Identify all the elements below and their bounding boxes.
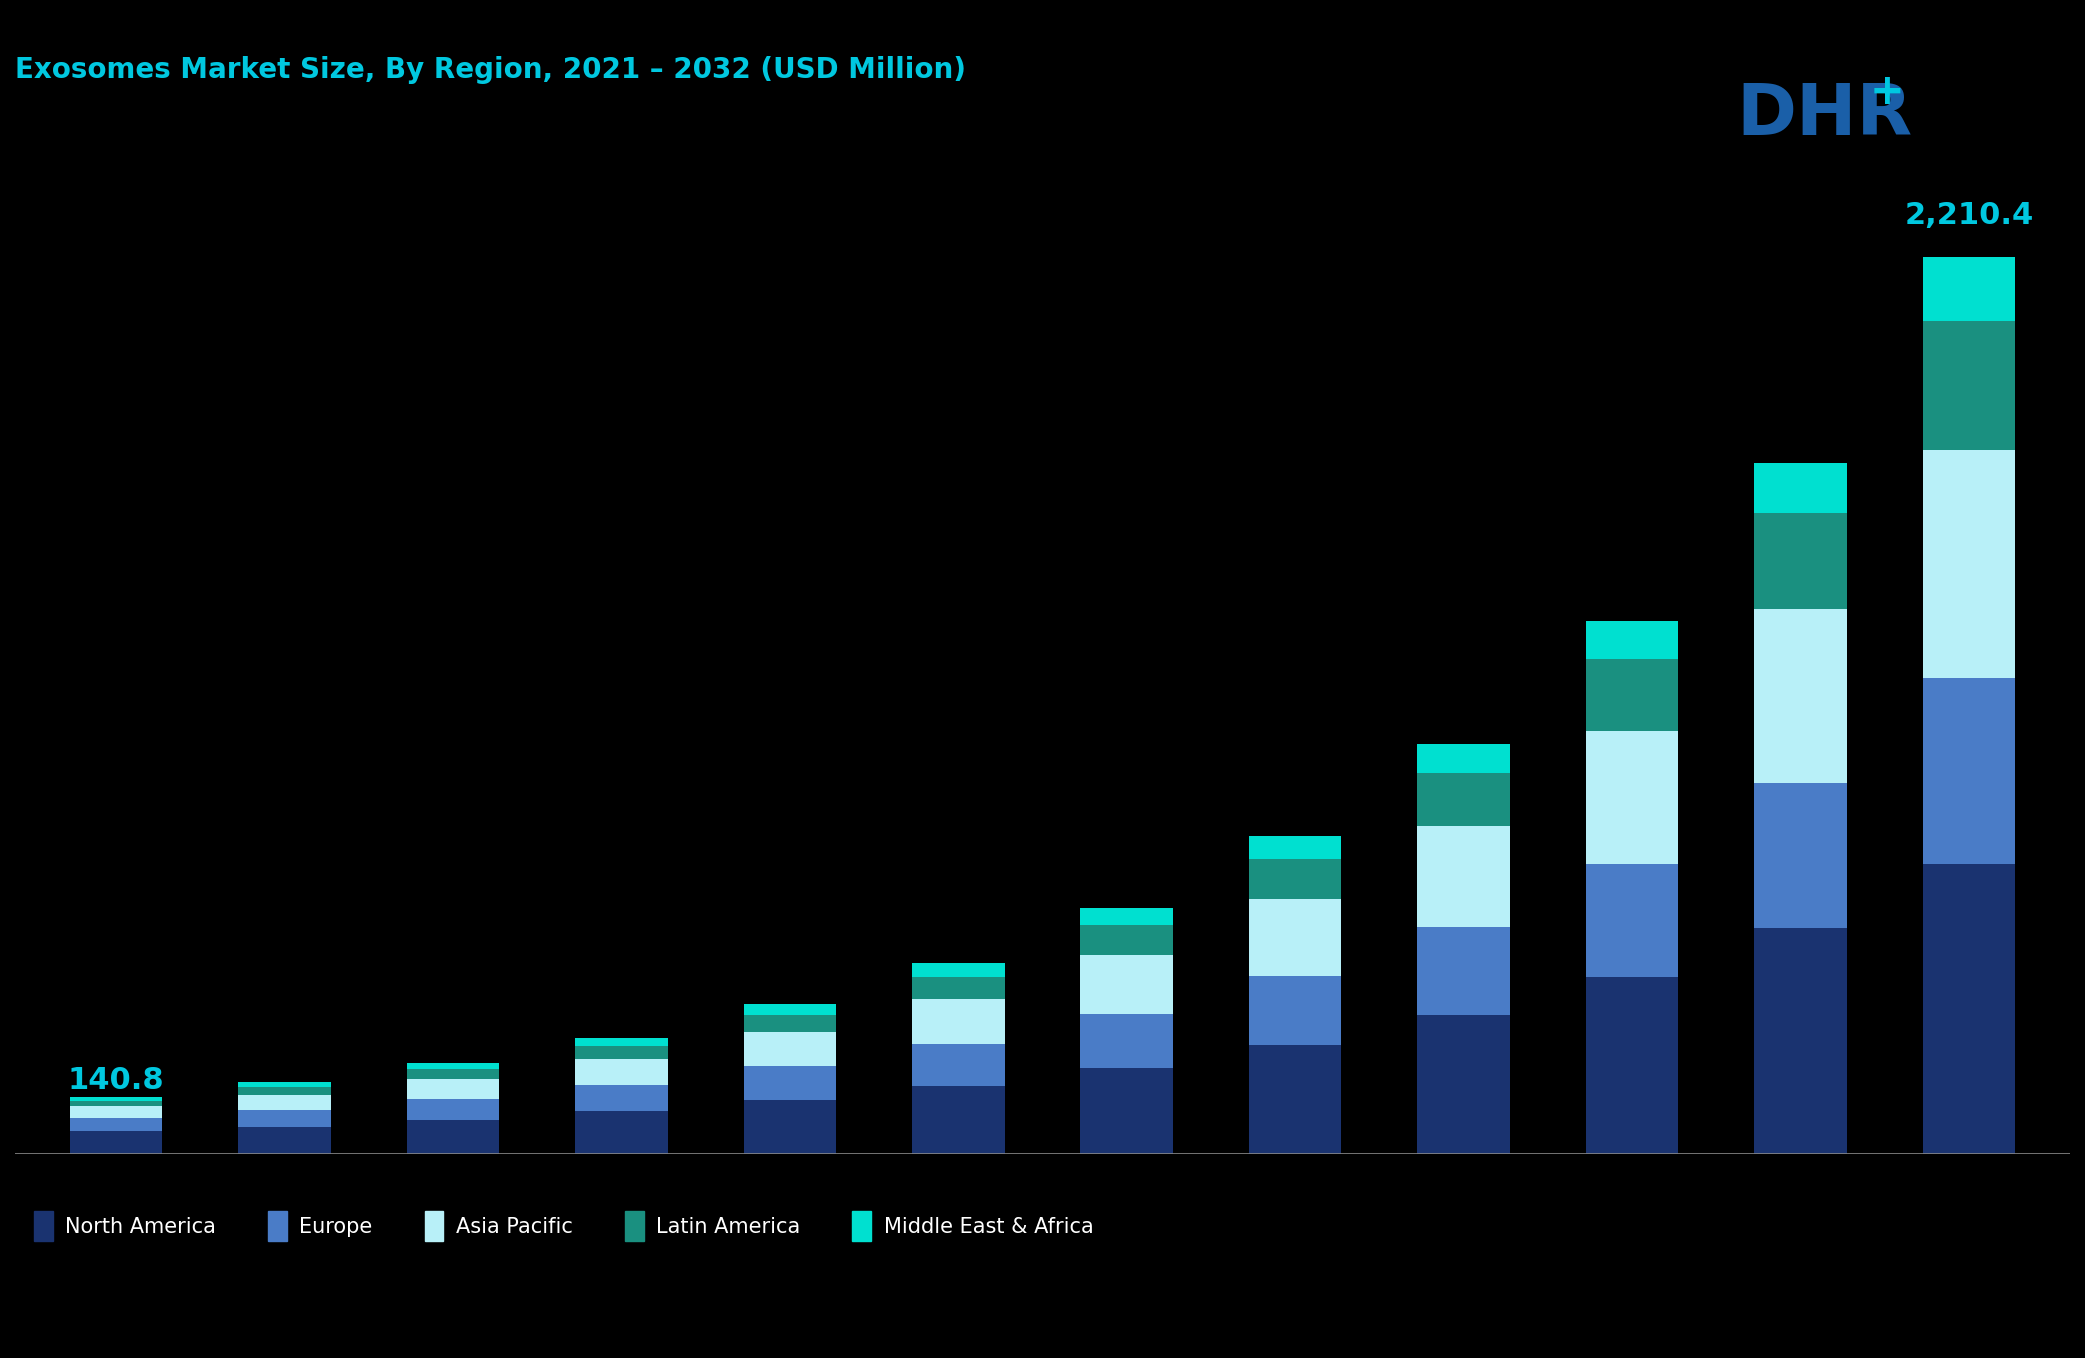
Bar <box>238 1095 332 1111</box>
Bar <box>407 1069 498 1078</box>
Bar <box>911 1044 1005 1086</box>
Bar <box>69 1097 163 1100</box>
Bar <box>1587 976 1678 1154</box>
Bar <box>744 1066 836 1100</box>
Bar <box>1922 449 2016 678</box>
Bar <box>1922 257 2016 322</box>
Bar <box>1587 731 1678 864</box>
Bar <box>744 1032 836 1066</box>
Bar <box>911 999 1005 1044</box>
Bar <box>69 1107 163 1119</box>
Text: 140.8: 140.8 <box>67 1066 165 1095</box>
Bar <box>1249 858 1341 899</box>
Bar <box>1080 925 1174 955</box>
Bar <box>1418 926 1510 1016</box>
Bar <box>1753 782 1847 929</box>
Text: Exosomes Market Size, By Region, 2021 – 2032 (USD Million): Exosomes Market Size, By Region, 2021 – … <box>15 56 965 84</box>
Bar <box>69 1119 163 1131</box>
Bar <box>744 1005 836 1014</box>
Bar <box>1249 975 1341 1044</box>
Bar <box>407 1099 498 1119</box>
Bar <box>1753 608 1847 782</box>
Bar <box>407 1119 498 1154</box>
Bar <box>575 1059 667 1085</box>
Bar <box>575 1046 667 1059</box>
Bar <box>1418 826 1510 926</box>
Bar <box>238 1111 332 1127</box>
Bar <box>1753 463 1847 513</box>
Bar <box>1587 660 1678 731</box>
Text: 2,210.4: 2,210.4 <box>1904 201 2033 230</box>
Bar <box>1587 622 1678 660</box>
Bar <box>1080 1014 1174 1067</box>
Bar <box>744 1014 836 1032</box>
Bar <box>1753 929 1847 1154</box>
Bar <box>1922 865 2016 1154</box>
Bar <box>911 1086 1005 1154</box>
Bar <box>1080 1067 1174 1154</box>
Bar <box>407 1078 498 1099</box>
Bar <box>575 1085 667 1111</box>
Bar <box>575 1038 667 1046</box>
Bar <box>1080 955 1174 1014</box>
Bar <box>407 1062 498 1069</box>
Bar <box>911 963 1005 976</box>
Bar <box>238 1086 332 1095</box>
Text: +: + <box>1870 72 1904 113</box>
Bar <box>744 1100 836 1154</box>
Text: DHR: DHR <box>1737 81 1912 149</box>
Bar <box>1418 744 1510 773</box>
Bar <box>1418 773 1510 826</box>
Bar <box>911 976 1005 999</box>
Bar <box>1753 513 1847 608</box>
Bar <box>1249 899 1341 975</box>
Bar <box>238 1082 332 1086</box>
Bar <box>1080 907 1174 925</box>
Bar <box>238 1127 332 1154</box>
Bar <box>69 1131 163 1154</box>
Bar <box>69 1100 163 1107</box>
Bar <box>1922 678 2016 865</box>
Bar <box>1418 1016 1510 1154</box>
Bar <box>1587 864 1678 976</box>
Bar <box>575 1111 667 1154</box>
Bar <box>1922 322 2016 449</box>
Legend: North America, Europe, Asia Pacific, Latin America, Middle East & Africa: North America, Europe, Asia Pacific, Lat… <box>25 1203 1101 1249</box>
Bar <box>1249 837 1341 858</box>
Bar <box>1249 1044 1341 1154</box>
